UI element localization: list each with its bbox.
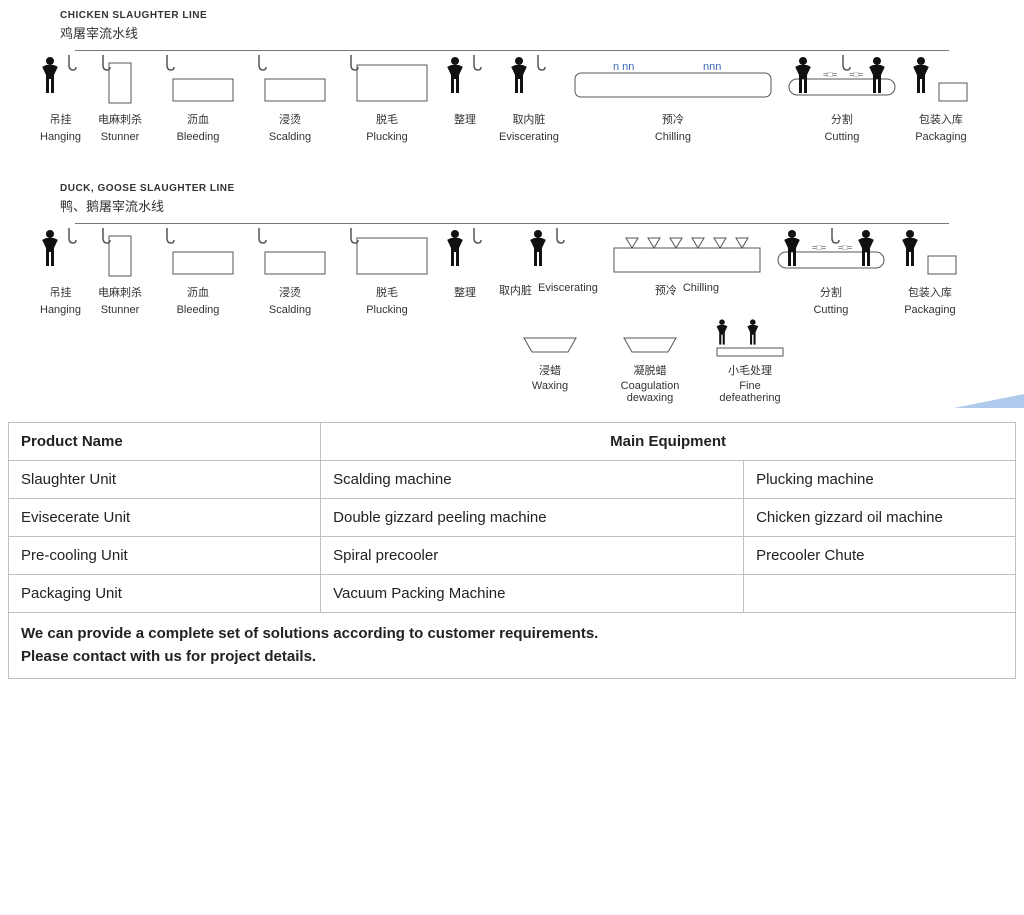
stage-chilling: 预冷Chilling [612, 223, 762, 298]
stage-cutting: =□= =□= 分割 Cutting [776, 223, 886, 316]
stage-chilling: n nn nnn 预冷 Chilling [573, 50, 773, 143]
equipment-table: Product Name Main Equipment Slaughter Un… [8, 422, 1016, 679]
stage-: 整理 [445, 50, 485, 131]
footer-line2: Please contact with us for project detai… [21, 648, 316, 665]
chicken-row: 吊挂 Hanging 电麻刺杀 Stunner 沥血 Bleeding 浸烫 S… [40, 50, 984, 143]
svg-text:=□=: =□= [838, 243, 853, 252]
svg-text:=□=: =□= [823, 70, 838, 79]
table-row: Slaughter UnitScalding machinePlucking m… [9, 461, 1016, 499]
table-row: Pre-cooling UnitSpiral precoolerPrecoole… [9, 537, 1016, 575]
table-row: Evisecerate UnitDouble gizzard peeling m… [9, 499, 1016, 537]
cell-product: Evisecerate Unit [9, 499, 321, 537]
stage-scalding: 浸烫 Scalding [251, 223, 329, 316]
cell-product: Packaging Unit [9, 575, 321, 613]
table-row: Packaging UnitVacuum Packing Machine [9, 575, 1016, 613]
duck-title: DUCK, GOOSE SLAUGHTER LINE 鸭、鹅屠宰流水线 [60, 183, 984, 215]
stage-bleeding: 沥血 Bleeding [159, 50, 237, 143]
cell-equipment: Vacuum Packing Machine [321, 575, 744, 613]
svg-text:nnn: nnn [703, 61, 721, 73]
stage-eviscerating: 取内脏 Eviscerating [499, 50, 559, 143]
extra-waxing: 浸蜡Waxing [510, 328, 590, 404]
stage-scalding: 浸烫 Scalding [251, 50, 329, 143]
col-main: Main Equipment [321, 423, 1016, 461]
extra-fine-defeathering: 小毛处理Fine defeathering [710, 328, 790, 404]
extra-coagulation-dewaxing: 凝脱蜡Coagulation dewaxing [610, 328, 690, 404]
duck-title-en: DUCK, GOOSE SLAUGHTER LINE [60, 183, 984, 194]
cell-product: Slaughter Unit [9, 461, 321, 499]
cell-equipment: Spiral precooler [321, 537, 744, 575]
cell-product: Pre-cooling Unit [9, 537, 321, 575]
chicken-section: CHICKEN SLAUGHTER LINE 鸡屠宰流水线 吊挂 Hanging… [0, 0, 1024, 153]
chicken-title-en: CHICKEN SLAUGHTER LINE [60, 10, 984, 21]
stage-packaging: 包装入库 Packaging [900, 223, 960, 316]
cell-equipment: Double gizzard peeling machine [321, 499, 744, 537]
chicken-title: CHICKEN SLAUGHTER LINE 鸡屠宰流水线 [60, 10, 984, 42]
duck-row: 吊挂 Hanging 电麻刺杀 Stunner 沥血 Bleeding 浸烫 S… [40, 223, 984, 316]
cell-equipment: Chicken gizzard oil machine [744, 499, 1016, 537]
stage-stunner: 电麻刺杀 Stunner [95, 50, 145, 143]
overhead-rail [75, 50, 949, 51]
stage-hanging: 吊挂 Hanging [40, 223, 81, 316]
duck-extra-row: 浸蜡Waxing 凝脱蜡Coagulation dewaxing 小毛处理Fin… [510, 328, 984, 404]
stage-eviscerating: 取内脏Eviscerating [499, 223, 598, 298]
svg-text:n nn: n nn [613, 61, 634, 73]
stage-plucking: 脱毛 Plucking [343, 223, 431, 316]
cell-equipment: Plucking machine [744, 461, 1016, 499]
stage-plucking: 脱毛 Plucking [343, 50, 431, 143]
stage-stunner: 电麻刺杀 Stunner [95, 223, 145, 316]
footer-line1: We can provide a complete set of solutio… [21, 625, 598, 642]
duck-title-zh: 鸭、鹅屠宰流水线 [60, 196, 984, 215]
duck-section: DUCK, GOOSE SLAUGHTER LINE 鸭、鹅屠宰流水线 吊挂 H… [0, 153, 1024, 414]
equipment-table-wrap: Product Name Main Equipment Slaughter Un… [0, 414, 1024, 691]
table-footer: We can provide a complete set of solutio… [9, 613, 1016, 679]
svg-text:=□=: =□= [812, 243, 827, 252]
svg-text:=□=: =□= [849, 70, 864, 79]
overhead-rail [75, 223, 949, 224]
col-product: Product Name [9, 423, 321, 461]
stage-packaging: 包装入库 Packaging [911, 50, 971, 143]
stage-: 整理 [445, 223, 485, 304]
cell-equipment: Precooler Chute [744, 537, 1016, 575]
cell-equipment [744, 575, 1016, 613]
cell-equipment: Scalding machine [321, 461, 744, 499]
chicken-title-zh: 鸡屠宰流水线 [60, 23, 984, 42]
equipment-tbody: Slaughter UnitScalding machinePlucking m… [9, 461, 1016, 613]
stage-bleeding: 沥血 Bleeding [159, 223, 237, 316]
stage-cutting: =□= =□= 分割 Cutting [787, 50, 897, 143]
stage-hanging: 吊挂 Hanging [40, 50, 81, 143]
decorative-wedge [954, 394, 1024, 408]
